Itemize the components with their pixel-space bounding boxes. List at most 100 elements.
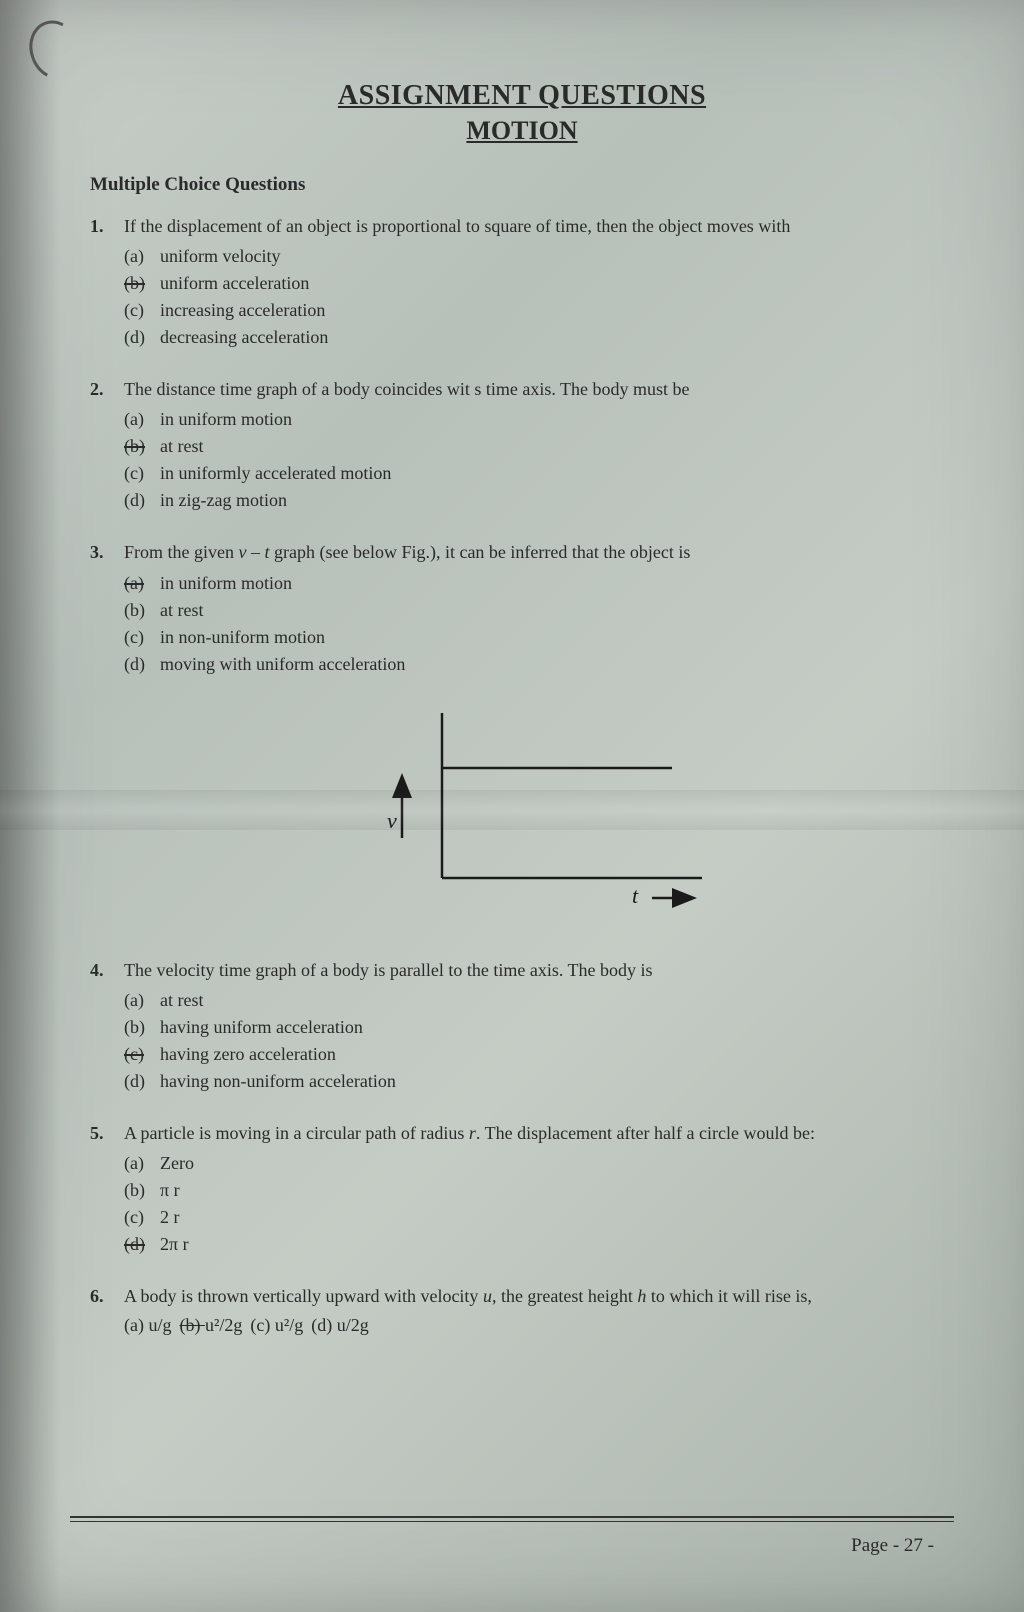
option: (b) π r: [124, 1177, 954, 1204]
vt-graph: v t: [332, 698, 712, 928]
question: 1.If the displacement of an object is pr…: [90, 214, 954, 351]
question-text: The distance time graph of a body coinci…: [124, 377, 954, 402]
option-label: (b): [124, 270, 154, 297]
option-label: (c): [124, 624, 154, 651]
question-row: 2. The distance time graph of a body coin…: [90, 377, 954, 402]
option: (c)having zero acceleration: [124, 1041, 954, 1068]
option-label: (a): [124, 1150, 154, 1177]
document-subtitle: MOTION: [90, 116, 954, 146]
question: 3. From the given v – t graph (see below …: [90, 540, 954, 927]
option-text: in uniform motion: [160, 406, 292, 433]
option-label: (c): [250, 1315, 274, 1335]
option: (c) u²/g: [250, 1313, 303, 1338]
option-label: (b): [124, 1177, 154, 1204]
option-text: in non-uniform motion: [160, 624, 325, 651]
option: (d)in zig-zag motion: [124, 487, 954, 514]
option-label: (a): [124, 406, 154, 433]
option: (a)in uniform motion: [124, 406, 954, 433]
question-text: A particle is moving in a circular path …: [124, 1121, 954, 1146]
inline-options-list: (a) u/g (b) u²/2g (c) u²/g (d) u/2g: [124, 1313, 954, 1338]
option-label: (d): [124, 324, 154, 351]
question-row: 1.If the displacement of an object is pr…: [90, 214, 954, 239]
option-text: increasing acceleration: [160, 297, 325, 324]
option: (b)at rest: [124, 433, 954, 460]
question-number: 2.: [90, 377, 114, 402]
option: (a)at rest: [124, 987, 954, 1014]
question-number: 4.: [90, 958, 114, 983]
option-label: (b): [124, 433, 154, 460]
option-label: (b): [124, 1014, 154, 1041]
option-label: (d): [124, 651, 154, 678]
vt-graph-container: v t: [90, 698, 954, 928]
option: (d)moving with uniform acceleration: [124, 651, 954, 678]
question: 2. The distance time graph of a body coin…: [90, 377, 954, 514]
option-label: (c): [124, 1041, 154, 1068]
option: (d) u/2g: [311, 1313, 369, 1338]
question-text: A body is thrown vertically upward with …: [124, 1284, 954, 1309]
option: (b)having uniform acceleration: [124, 1014, 954, 1041]
option-text: u²/g: [275, 1315, 303, 1335]
option-label: (d): [124, 1068, 154, 1095]
option-text: u²/2g: [205, 1315, 242, 1335]
option-text: uniform velocity: [160, 243, 280, 270]
option: (a)in uniform motion: [124, 570, 954, 597]
option-text: having non-uniform acceleration: [160, 1068, 396, 1095]
spiral-binding-icon: [21, 13, 89, 86]
option-text: u/g: [148, 1315, 171, 1335]
option-text: decreasing acceleration: [160, 324, 328, 351]
option-text: having uniform acceleration: [160, 1014, 363, 1041]
option-label: (c): [124, 297, 154, 324]
option: (a)uniform velocity: [124, 243, 954, 270]
v-axis-label: v: [387, 808, 397, 833]
option: (c)in uniformly accelerated motion: [124, 460, 954, 487]
t-axis-label: t: [632, 883, 639, 908]
question-row: 4.The velocity time graph of a body is p…: [90, 958, 954, 983]
binding-shadow: [0, 0, 60, 1612]
option: (b) u²/2g: [180, 1313, 243, 1338]
question: 4.The velocity time graph of a body is p…: [90, 958, 954, 1095]
document-title: ASSIGNMENT QUESTIONS: [90, 80, 954, 112]
option-label: (d): [124, 1231, 154, 1258]
option-label: (b): [124, 597, 154, 624]
option-label: (d): [124, 487, 154, 514]
options-list: (a)Zero(b) π r(c)2 r(d)2π r: [124, 1150, 954, 1258]
question-number: 3.: [90, 540, 114, 565]
option-text: having zero acceleration: [160, 1041, 336, 1068]
question-row: 3. From the given v – t graph (see below …: [90, 540, 954, 565]
option-label: (c): [124, 460, 154, 487]
question-row: 5. A particle is moving in a circular pat…: [90, 1121, 954, 1146]
option-text: in uniform motion: [160, 570, 292, 597]
page-number: Page - 27 -: [851, 1535, 934, 1557]
options-list: (a)uniform velocity(b)uniform accelerati…: [124, 243, 954, 351]
option: (c)in non-uniform motion: [124, 624, 954, 651]
option: (c)2 r: [124, 1204, 954, 1231]
option: (d)having non-uniform acceleration: [124, 1068, 954, 1095]
document-page: ASSIGNMENT QUESTIONS MOTION Multiple Cho…: [0, 0, 1024, 1612]
option-text: Zero: [160, 1150, 194, 1177]
option-text: moving with uniform acceleration: [160, 651, 405, 678]
option-label: (b): [180, 1315, 206, 1335]
option: (d)decreasing acceleration: [124, 324, 954, 351]
option-label: (a): [124, 243, 154, 270]
option-text: 2 r: [160, 1204, 180, 1231]
option: (b)at rest: [124, 597, 954, 624]
document-header: ASSIGNMENT QUESTIONS MOTION: [90, 80, 954, 146]
options-list: (a)in uniform motion(b)at rest(c)in unif…: [124, 406, 954, 514]
question-number: 1.: [90, 214, 114, 239]
question-number: 6.: [90, 1284, 114, 1309]
option: (a)Zero: [124, 1150, 954, 1177]
option-label: (a): [124, 1315, 148, 1335]
question: 5. A particle is moving in a circular pat…: [90, 1121, 954, 1258]
option-text: at rest: [160, 433, 203, 460]
option-text: in uniformly accelerated motion: [160, 460, 391, 487]
options-list: (a)at rest(b)having uniform acceleration…: [124, 987, 954, 1095]
option-label: (a): [124, 570, 154, 597]
footer-rule: [70, 1516, 954, 1522]
option-text: 2π r: [160, 1231, 189, 1258]
question-text: From the given v – t graph (see below Fi…: [124, 540, 954, 565]
option-text: u/2g: [337, 1315, 369, 1335]
option-label: (d): [311, 1315, 337, 1335]
options-list: (a)in uniform motion(b)at rest(c)in non-…: [124, 570, 954, 678]
option-text: π r: [160, 1177, 180, 1204]
question-number: 5.: [90, 1121, 114, 1146]
